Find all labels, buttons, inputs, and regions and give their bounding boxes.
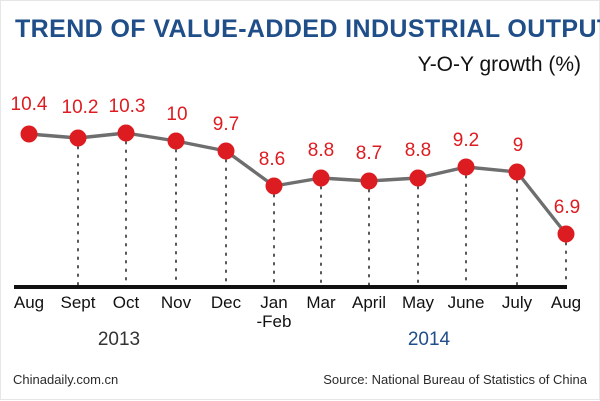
data-point-value: 6.9 — [553, 197, 581, 218]
x-axis-tick-label: Nov — [160, 293, 192, 312]
x-axis-tick-label: Aug — [13, 293, 45, 312]
x-axis-tick-label: Dec — [210, 293, 242, 312]
year-group-2013: 2013 — [97, 329, 141, 350]
x-axis-tick-label: Oct — [112, 293, 140, 312]
brand-credit: Chinadaily.com.cn — [13, 372, 119, 387]
data-point-marker[interactable] — [117, 124, 135, 142]
data-point-value: 9.7 — [212, 114, 240, 135]
data-point-value: 10 — [166, 104, 188, 125]
x-axis-tick-label: Aug — [550, 293, 582, 312]
source-credit: Source: National Bureau of Statistics of… — [323, 372, 587, 387]
data-point-value: 10.4 — [10, 94, 48, 115]
x-axis-tick-label: Sept — [60, 293, 96, 312]
data-point-value: 8.8 — [404, 140, 432, 161]
data-point-marker[interactable] — [557, 225, 575, 243]
data-point-value: 8.8 — [307, 140, 335, 161]
data-point-value: 9 — [512, 135, 524, 156]
data-point-marker[interactable] — [217, 142, 235, 160]
x-axis-tick-label: April — [351, 293, 387, 312]
data-line — [27, 131, 568, 236]
data-point-marker[interactable] — [20, 125, 38, 143]
x-axis-tick-label: Jan -Feb — [256, 293, 292, 331]
data-point-marker[interactable] — [360, 172, 378, 190]
data-point-value: 8.7 — [355, 143, 383, 164]
data-point-marker[interactable] — [69, 129, 87, 147]
x-axis-tick-label: May — [401, 293, 435, 312]
data-point-value: 10.2 — [61, 97, 99, 118]
data-point-marker[interactable] — [312, 169, 330, 187]
x-axis-tick-label: July — [501, 293, 533, 312]
year-group-2014: 2014 — [407, 329, 451, 350]
x-axis-tick-label: June — [447, 293, 485, 312]
data-point-marker[interactable] — [457, 158, 475, 176]
data-point-marker[interactable] — [167, 132, 185, 150]
x-axis-tick-label: Mar — [306, 293, 336, 312]
data-point-marker[interactable] — [265, 177, 283, 195]
data-point-value: 10.3 — [108, 96, 146, 117]
data-point-value: 8.6 — [258, 149, 286, 170]
data-point-value: 9.2 — [452, 130, 480, 151]
page-title: TREND OF VALUE-ADDED INDUSTRIAL OUTPUT — [15, 15, 600, 43]
data-point-marker[interactable] — [508, 163, 526, 181]
x-axis-tick-label-line2: -Feb — [256, 312, 292, 331]
chart-subtitle: Y-O-Y growth (%) — [417, 53, 581, 76]
data-point-marker[interactable] — [409, 169, 427, 187]
